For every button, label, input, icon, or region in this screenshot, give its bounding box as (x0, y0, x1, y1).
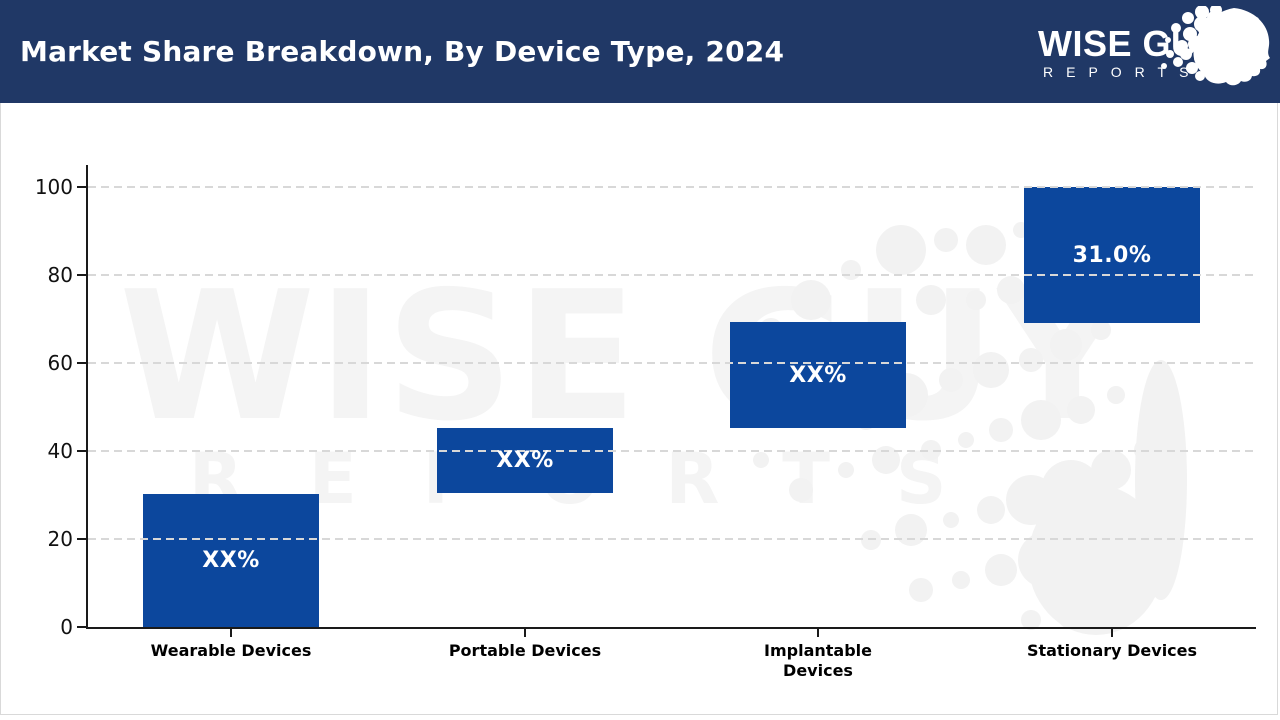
y-tick (77, 362, 88, 364)
y-tick (77, 274, 88, 276)
watermark-wordmark: WISE GUY (119, 253, 1129, 460)
wiseguy-logo: WISE GUY REPORTS (1012, 4, 1270, 100)
x-axis-line (86, 627, 1256, 629)
gridline-100 (88, 186, 1254, 188)
bar-portable-devices: XX% (437, 428, 613, 493)
bar-implantable-devices: XX% (730, 322, 906, 428)
y-tick (77, 626, 88, 628)
bar-value-label: XX% (789, 362, 847, 388)
category-label-portable: Portable Devices (448, 641, 602, 660)
category-label-stationary: Stationary Devices (1026, 641, 1198, 660)
y-tick-label: 20 (47, 527, 73, 551)
bar-wearable-devices: XX% (143, 494, 319, 627)
y-tick-label: 0 (60, 615, 73, 639)
y-tick-label: 60 (47, 351, 73, 375)
gridline-80 (88, 274, 1254, 276)
y-tick (77, 450, 88, 452)
y-axis-line (86, 165, 88, 629)
y-tick-label: 80 (47, 263, 73, 287)
x-tick (817, 629, 819, 637)
bar-value-label: 31.0% (1072, 242, 1152, 268)
bar-stationary-devices: 31.0% (1024, 187, 1200, 323)
logo-subtitle: REPORTS (1043, 63, 1202, 80)
face-profile-icon (1161, 5, 1270, 85)
y-tick-label: 40 (47, 439, 73, 463)
gridline-40 (88, 450, 1254, 452)
gridline-20 (88, 538, 1254, 540)
y-tick-label: 100 (34, 175, 73, 199)
gridline-60 (88, 362, 1254, 364)
header: Market Share Breakdown, By Device Type, … (0, 0, 1280, 103)
page-title: Market Share Breakdown, By Device Type, … (20, 35, 785, 68)
x-tick (1111, 629, 1113, 637)
x-tick (524, 629, 526, 637)
x-tick (230, 629, 232, 637)
chart-plot-area: WISE GUY REPORTS (0, 103, 1278, 715)
category-label-wearable: Wearable Devices (150, 641, 312, 660)
y-tick (77, 538, 88, 540)
y-tick (77, 186, 88, 188)
bar-value-label: XX% (202, 548, 260, 573)
bar-value-label: XX% (496, 448, 554, 473)
category-label-implantable: Implantable Devices (764, 641, 872, 680)
